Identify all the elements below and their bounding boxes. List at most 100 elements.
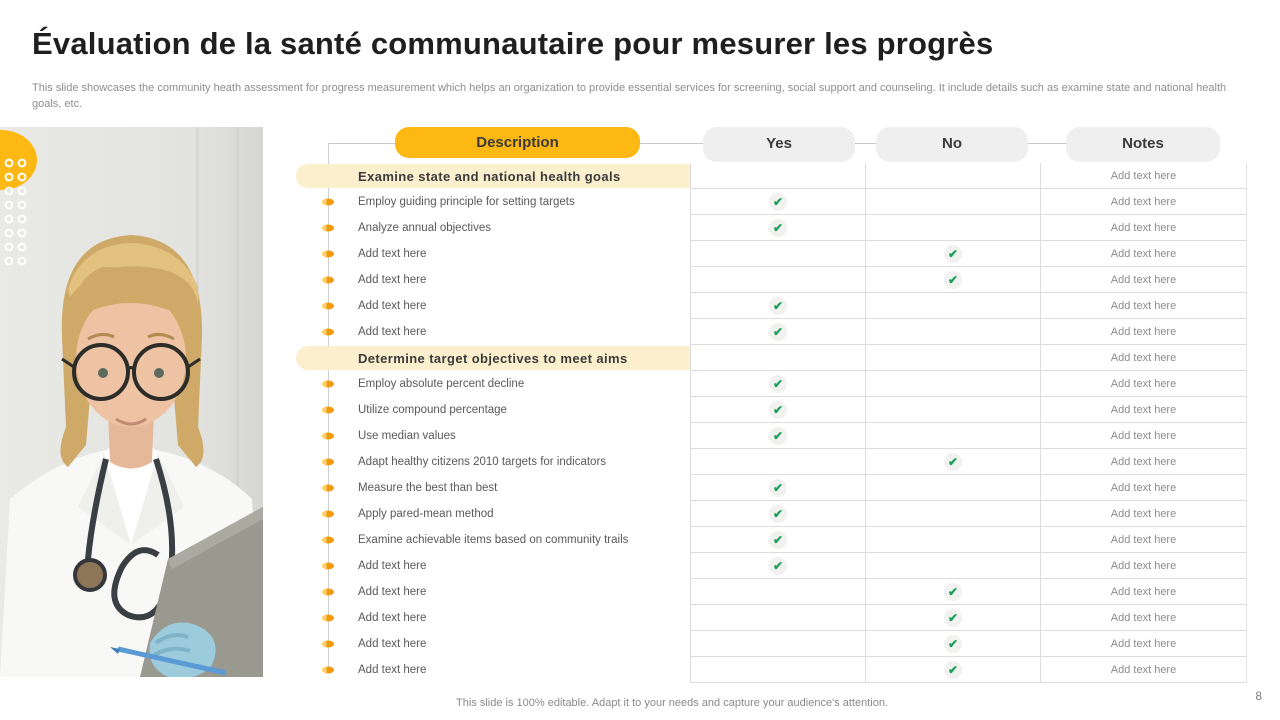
description-cell: Examine state and national health goals bbox=[296, 163, 690, 189]
notes-cell[interactable]: Add text here bbox=[1040, 293, 1247, 319]
yes-cell[interactable]: ✔ bbox=[690, 345, 865, 371]
notes-placeholder[interactable]: Add text here bbox=[1110, 507, 1177, 520]
notes-placeholder[interactable]: Add text here bbox=[1110, 195, 1177, 208]
notes-placeholder[interactable]: Add text here bbox=[1110, 585, 1177, 598]
yes-cell[interactable]: ✔ bbox=[690, 605, 865, 631]
notes-placeholder[interactable]: Add text here bbox=[1110, 429, 1177, 442]
notes-cell[interactable]: Add text here bbox=[1040, 345, 1247, 371]
yes-cell[interactable]: ✔ bbox=[690, 293, 865, 319]
no-cell[interactable]: ✔ bbox=[865, 553, 1040, 579]
yes-cell[interactable]: ✔ bbox=[690, 267, 865, 293]
yes-cell[interactable]: ✔ bbox=[690, 163, 865, 189]
no-cell[interactable]: ✔ bbox=[865, 189, 1040, 215]
notes-cell[interactable]: Add text here bbox=[1040, 397, 1247, 423]
table-row: Add text here ✔ ✔ Add text here bbox=[310, 579, 1247, 605]
yes-cell[interactable]: ✔ bbox=[690, 397, 865, 423]
no-cell[interactable]: ✔ bbox=[865, 423, 1040, 449]
notes-placeholder[interactable]: Add text here bbox=[1110, 637, 1177, 650]
yes-cell[interactable]: ✔ bbox=[690, 657, 865, 683]
no-cell[interactable]: ✔ bbox=[865, 475, 1040, 501]
table-row: Analyze annual objectives ✔ ✔ Add text h… bbox=[310, 215, 1247, 241]
bullet-icon bbox=[322, 432, 334, 440]
notes-cell[interactable]: Add text here bbox=[1040, 605, 1247, 631]
yes-cell[interactable]: ✔ bbox=[690, 553, 865, 579]
no-cell[interactable]: ✔ bbox=[865, 345, 1040, 371]
notes-cell[interactable]: Add text here bbox=[1040, 449, 1247, 475]
no-cell[interactable]: ✔ bbox=[865, 605, 1040, 631]
notes-cell[interactable]: Add text here bbox=[1040, 475, 1247, 501]
notes-cell[interactable]: Add text here bbox=[1040, 657, 1247, 683]
notes-cell[interactable]: Add text here bbox=[1040, 423, 1247, 449]
yes-cell[interactable]: ✔ bbox=[690, 215, 865, 241]
no-cell[interactable]: ✔ bbox=[865, 319, 1040, 345]
no-cell[interactable]: ✔ bbox=[865, 449, 1040, 475]
notes-cell[interactable]: Add text here bbox=[1040, 631, 1247, 657]
notes-cell[interactable]: Add text here bbox=[1040, 241, 1247, 267]
yes-cell[interactable]: ✔ bbox=[690, 501, 865, 527]
yes-cell[interactable]: ✔ bbox=[690, 449, 865, 475]
notes-placeholder[interactable]: Add text here bbox=[1110, 351, 1177, 364]
row-label[interactable]: Add text here bbox=[358, 300, 427, 312]
bullet-icon bbox=[322, 640, 334, 648]
notes-cell[interactable]: Add text here bbox=[1040, 319, 1247, 345]
notes-placeholder[interactable]: Add text here bbox=[1110, 169, 1177, 182]
notes-placeholder[interactable]: Add text here bbox=[1110, 299, 1177, 312]
row-label[interactable]: Add text here bbox=[358, 326, 427, 338]
row-label[interactable]: Add text here bbox=[358, 586, 427, 598]
no-cell[interactable]: ✔ bbox=[865, 163, 1040, 189]
table-row: Examine state and national health goals … bbox=[296, 163, 1247, 189]
notes-cell[interactable]: Add text here bbox=[1040, 579, 1247, 605]
notes-placeholder[interactable]: Add text here bbox=[1110, 221, 1177, 234]
notes-placeholder[interactable]: Add text here bbox=[1110, 663, 1177, 676]
no-cell[interactable]: ✔ bbox=[865, 527, 1040, 553]
row-label[interactable]: Add text here bbox=[358, 560, 427, 572]
yes-cell[interactable]: ✔ bbox=[690, 475, 865, 501]
yes-cell[interactable]: ✔ bbox=[690, 189, 865, 215]
yellow-blob bbox=[0, 130, 37, 190]
notes-placeholder[interactable]: Add text here bbox=[1110, 247, 1177, 260]
row-label[interactable]: Add text here bbox=[358, 638, 427, 650]
notes-placeholder[interactable]: Add text here bbox=[1110, 455, 1177, 468]
yes-cell[interactable]: ✔ bbox=[690, 319, 865, 345]
no-cell[interactable]: ✔ bbox=[865, 241, 1040, 267]
no-cell[interactable]: ✔ bbox=[865, 501, 1040, 527]
yes-cell[interactable]: ✔ bbox=[690, 371, 865, 397]
notes-cell[interactable]: Add text here bbox=[1040, 553, 1247, 579]
yes-cell[interactable]: ✔ bbox=[690, 241, 865, 267]
notes-placeholder[interactable]: Add text here bbox=[1110, 533, 1177, 546]
notes-cell[interactable]: Add text here bbox=[1040, 501, 1247, 527]
check-icon: ✔ bbox=[769, 374, 787, 393]
notes-placeholder[interactable]: Add text here bbox=[1110, 403, 1177, 416]
yes-cell[interactable]: ✔ bbox=[690, 527, 865, 553]
no-cell[interactable]: ✔ bbox=[865, 657, 1040, 683]
notes-placeholder[interactable]: Add text here bbox=[1110, 559, 1177, 572]
notes-placeholder[interactable]: Add text here bbox=[1110, 273, 1177, 286]
notes-cell[interactable]: Add text here bbox=[1040, 189, 1247, 215]
row-label[interactable]: Add text here bbox=[358, 274, 427, 286]
description-cell: Add text here bbox=[310, 605, 690, 631]
no-cell[interactable]: ✔ bbox=[865, 371, 1040, 397]
yes-cell[interactable]: ✔ bbox=[690, 423, 865, 449]
no-cell[interactable]: ✔ bbox=[865, 267, 1040, 293]
notes-placeholder[interactable]: Add text here bbox=[1110, 377, 1177, 390]
yes-cell[interactable]: ✔ bbox=[690, 631, 865, 657]
no-cell[interactable]: ✔ bbox=[865, 631, 1040, 657]
no-cell[interactable]: ✔ bbox=[865, 397, 1040, 423]
notes-placeholder[interactable]: Add text here bbox=[1110, 611, 1177, 624]
description-cell: Measure the best than best bbox=[310, 475, 690, 501]
row-label[interactable]: Add text here bbox=[358, 612, 427, 624]
row-label[interactable]: Add text here bbox=[358, 664, 427, 676]
notes-cell[interactable]: Add text here bbox=[1040, 267, 1247, 293]
notes-cell[interactable]: Add text here bbox=[1040, 527, 1247, 553]
no-cell[interactable]: ✔ bbox=[865, 293, 1040, 319]
notes-cell[interactable]: Add text here bbox=[1040, 163, 1247, 189]
notes-cell[interactable]: Add text here bbox=[1040, 371, 1247, 397]
assessment-table: Description Yes No Notes Examine state a… bbox=[296, 127, 1247, 683]
no-cell[interactable]: ✔ bbox=[865, 215, 1040, 241]
yes-cell[interactable]: ✔ bbox=[690, 579, 865, 605]
notes-cell[interactable]: Add text here bbox=[1040, 215, 1247, 241]
row-label[interactable]: Add text here bbox=[358, 248, 427, 260]
no-cell[interactable]: ✔ bbox=[865, 579, 1040, 605]
notes-placeholder[interactable]: Add text here bbox=[1110, 325, 1177, 338]
notes-placeholder[interactable]: Add text here bbox=[1110, 481, 1177, 494]
